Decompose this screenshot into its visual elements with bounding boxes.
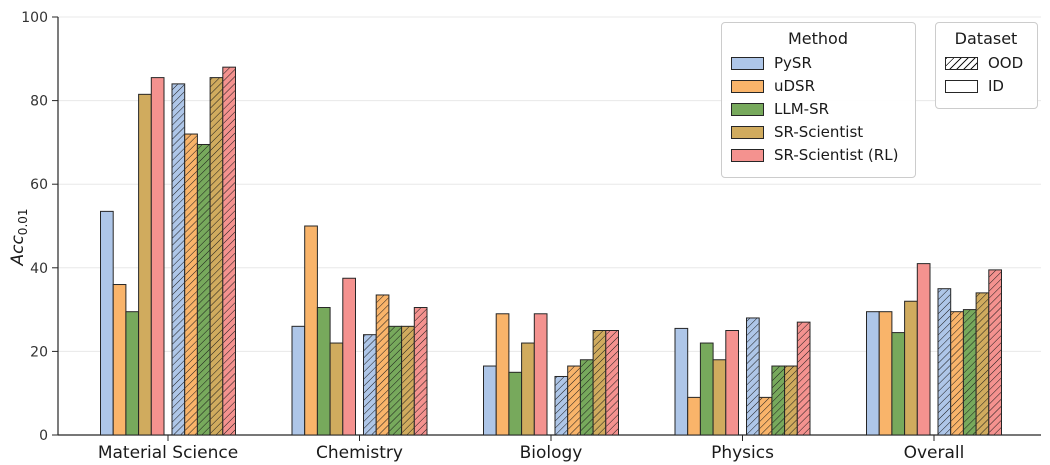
legend-dataset-entries: OOD ID bbox=[945, 56, 1027, 94]
bar-sr-scientist-ood-biology-hatch bbox=[593, 331, 606, 435]
bar-udsr-ood-physics-hatch bbox=[759, 397, 772, 435]
legend-method-item-udsr: uDSR bbox=[731, 79, 905, 94]
bar-sr-scientist-ood-chemistry-hatch bbox=[402, 326, 414, 435]
bar-llm-sr-id-physics bbox=[699, 342, 714, 436]
bar-sr-scientist-rl-ood-biology-hatch bbox=[606, 331, 618, 435]
bar-llm-sr-ood-material-science-hatch bbox=[197, 144, 210, 435]
bar-pysr-ood-overall-hatch bbox=[938, 289, 951, 435]
legend-method: Method PySR uDSR LLM-SR SR-Scientist SR-Scie… bbox=[721, 22, 916, 178]
bar-udsr-ood-chemistry-hatch bbox=[376, 295, 389, 435]
y-tick-label-100: 100 bbox=[21, 10, 48, 26]
legend-method-item-pysr-label: PySR bbox=[774, 54, 812, 72]
y-axis-label: Acc0.01 bbox=[8, 208, 30, 265]
legend-dataset-title: Dataset bbox=[954, 29, 1018, 48]
legend-dataset-item-ood-label: OOD bbox=[988, 54, 1024, 72]
y-tick-label-60: 60 bbox=[30, 177, 48, 193]
bar-sr-scientist-ood-overall-hatch bbox=[976, 293, 989, 435]
bar-udsr-id-overall bbox=[878, 311, 893, 436]
bar-udsr-id-physics bbox=[687, 396, 701, 436]
legend-method-item-sr-scientist-rl-swatch bbox=[731, 149, 764, 162]
x-category-label-material-science: Material Science bbox=[98, 443, 238, 463]
bar-sr-scientist-id-chemistry bbox=[329, 342, 344, 436]
bar-sr-scientist-id-overall bbox=[904, 300, 918, 436]
legend-method-entries: PySR uDSR LLM-SR SR-Scientist SR-Scientist (… bbox=[731, 56, 905, 163]
legend-method-item-udsr-label: uDSR bbox=[774, 77, 816, 95]
bar-sr-scientist-rl-id-biology bbox=[533, 313, 548, 436]
bar-udsr-ood-overall-hatch bbox=[951, 312, 963, 435]
bar-pysr-ood-physics-hatch bbox=[747, 318, 759, 435]
x-category-label-biology: Biology bbox=[520, 443, 583, 463]
legend-method-item-llm-sr-swatch bbox=[731, 103, 764, 116]
legend-method-item-sr-scientist: SR-Scientist bbox=[731, 125, 905, 140]
y-tick-label-80: 80 bbox=[30, 94, 48, 110]
legend-dataset-item-id: ID bbox=[945, 79, 1027, 94]
bar-llm-sr-ood-overall-hatch bbox=[963, 310, 976, 435]
bar-pysr-id-material-science bbox=[100, 210, 114, 436]
bar-sr-scientist-ood-physics-hatch bbox=[785, 366, 797, 435]
legend-dataset-item-ood: OOD bbox=[945, 56, 1027, 71]
legend-method-item-llm-sr-label: LLM-SR bbox=[774, 100, 830, 118]
bar-sr-scientist-ood-material-science-hatch bbox=[210, 78, 223, 435]
bar-sr-scientist-id-material-science bbox=[138, 93, 152, 436]
bar-udsr-ood-biology-hatch bbox=[568, 366, 580, 435]
legend-dataset: Dataset OOD ID bbox=[935, 22, 1038, 109]
bar-llm-sr-id-material-science bbox=[125, 311, 140, 436]
bar-pysr-ood-material-science-hatch bbox=[172, 84, 185, 435]
bar-sr-scientist-rl-id-material-science bbox=[150, 77, 165, 436]
y-tick-label-20: 20 bbox=[30, 344, 48, 360]
legend-method-item-sr-scientist-rl: SR-Scientist (RL) bbox=[731, 148, 905, 163]
bar-sr-scientist-rl-id-overall bbox=[916, 263, 931, 436]
y-tick-label-0: 0 bbox=[39, 428, 48, 444]
legend-dataset-item-ood-swatch bbox=[945, 57, 978, 70]
legend-method-item-pysr-swatch bbox=[731, 57, 764, 70]
bar-llm-sr-id-overall bbox=[891, 332, 906, 436]
bar-sr-scientist-rl-id-chemistry bbox=[342, 277, 356, 436]
bar-udsr-ood-material-science-hatch bbox=[185, 134, 197, 435]
bar-pysr-id-overall bbox=[866, 311, 880, 436]
bar-pysr-id-biology bbox=[483, 365, 497, 436]
bar-pysr-id-chemistry bbox=[291, 325, 306, 436]
bar-sr-scientist-rl-ood-material-science-hatch bbox=[223, 67, 235, 435]
bar-llm-sr-id-chemistry bbox=[316, 307, 331, 436]
bar-llm-sr-ood-chemistry-hatch bbox=[389, 326, 402, 435]
bar-udsr-id-biology bbox=[495, 313, 510, 436]
bar-sr-scientist-rl-ood-physics-hatch bbox=[797, 322, 810, 435]
bar-sr-scientist-id-biology bbox=[521, 342, 535, 436]
y-tick-label-40: 40 bbox=[30, 261, 48, 277]
legend-dataset-item-id-label: ID bbox=[988, 77, 1004, 95]
bar-pysr-ood-chemistry-hatch bbox=[364, 335, 376, 435]
x-category-label-chemistry: Chemistry bbox=[316, 443, 403, 463]
legend-method-item-sr-scientist-label: SR-Scientist bbox=[774, 123, 864, 141]
bar-pysr-id-physics bbox=[674, 327, 689, 436]
y-axis-label-main: Acc bbox=[8, 235, 28, 266]
bar-llm-sr-id-biology bbox=[508, 371, 523, 436]
x-category-label-physics: Physics bbox=[711, 443, 774, 463]
legend-method-item-llm-sr: LLM-SR bbox=[731, 102, 905, 117]
legend-method-item-sr-scientist-swatch bbox=[731, 126, 764, 139]
legend-method-item-pysr: PySR bbox=[731, 56, 905, 71]
legend-method-item-udsr-swatch bbox=[731, 80, 764, 93]
bar-udsr-id-chemistry bbox=[304, 225, 318, 436]
legend-dataset-item-id-swatch bbox=[945, 80, 978, 93]
bar-sr-scientist-rl-id-physics bbox=[725, 330, 739, 436]
bar-sr-scientist-id-physics bbox=[712, 359, 727, 436]
bar-llm-sr-ood-biology-hatch bbox=[580, 360, 593, 435]
legend-method-title: Method bbox=[787, 29, 848, 48]
bar-sr-scientist-rl-ood-overall-hatch bbox=[989, 270, 1001, 435]
bar-udsr-id-material-science bbox=[112, 284, 127, 436]
legend-method-item-sr-scientist-rl-label: SR-Scientist (RL) bbox=[774, 146, 899, 164]
bar-llm-sr-ood-physics-hatch bbox=[772, 366, 785, 435]
x-category-label-overall: Overall bbox=[904, 443, 965, 463]
bar-sr-scientist-rl-ood-chemistry-hatch bbox=[414, 308, 427, 435]
bar-pysr-ood-biology-hatch bbox=[555, 376, 568, 435]
y-axis-label-subscript: 0.01 bbox=[16, 208, 30, 236]
